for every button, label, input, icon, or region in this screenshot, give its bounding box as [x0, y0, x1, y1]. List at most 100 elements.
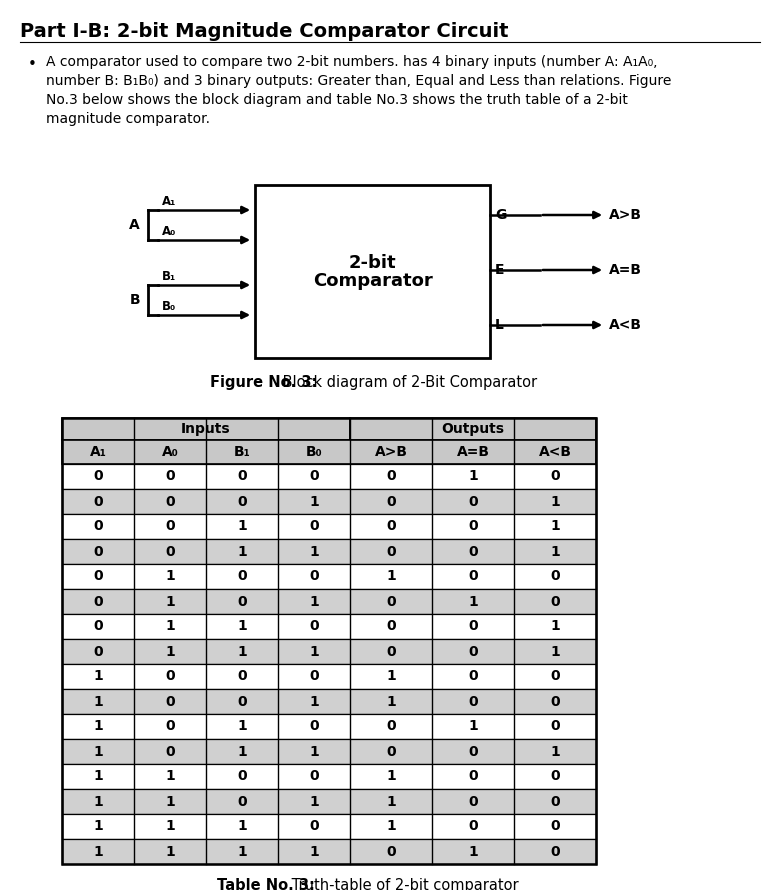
Text: 0: 0 — [237, 595, 246, 609]
Text: 1: 1 — [309, 595, 319, 609]
Text: 0: 0 — [468, 520, 478, 533]
Text: 0: 0 — [237, 694, 246, 708]
Bar — [350, 418, 596, 440]
Bar — [62, 714, 596, 739]
Text: 1: 1 — [165, 619, 175, 634]
Text: 0: 0 — [165, 669, 175, 684]
Text: 1: 1 — [550, 545, 560, 559]
Text: 0: 0 — [468, 820, 478, 834]
Bar — [62, 614, 596, 639]
Text: 1: 1 — [237, 545, 247, 559]
Bar — [62, 514, 596, 539]
Text: 0: 0 — [468, 545, 478, 559]
Text: 0: 0 — [165, 545, 175, 559]
Text: 1: 1 — [165, 820, 175, 834]
Text: 0: 0 — [386, 595, 395, 609]
Text: 0: 0 — [237, 570, 246, 584]
Text: 0: 0 — [237, 770, 246, 783]
Text: 1: 1 — [309, 745, 319, 758]
Text: 1: 1 — [93, 770, 103, 783]
Text: A₀: A₀ — [162, 225, 176, 238]
Text: 1: 1 — [309, 845, 319, 859]
Text: 0: 0 — [386, 745, 395, 758]
Text: 0: 0 — [550, 694, 560, 708]
Text: 0: 0 — [237, 795, 246, 808]
Text: A₁: A₁ — [162, 195, 176, 208]
Text: 0: 0 — [165, 470, 175, 483]
Bar — [62, 489, 596, 514]
Text: 1: 1 — [237, 520, 247, 533]
Text: 0: 0 — [386, 545, 395, 559]
Text: 0: 0 — [386, 619, 395, 634]
Text: B₀: B₀ — [162, 300, 176, 313]
Text: 1: 1 — [165, 770, 175, 783]
Text: 0: 0 — [386, 470, 395, 483]
Text: 0: 0 — [309, 719, 319, 733]
Text: 0: 0 — [93, 545, 103, 559]
Text: E: E — [495, 263, 505, 277]
Text: 1: 1 — [93, 820, 103, 834]
Text: 0: 0 — [309, 619, 319, 634]
Text: 1: 1 — [165, 644, 175, 659]
Text: 0: 0 — [93, 570, 103, 584]
Text: 0: 0 — [468, 495, 478, 508]
Text: 0: 0 — [309, 770, 319, 783]
Text: 0: 0 — [237, 669, 246, 684]
Bar — [62, 664, 596, 689]
Text: 1: 1 — [550, 644, 560, 659]
Text: 0: 0 — [468, 644, 478, 659]
Text: Table No. 3:: Table No. 3: — [217, 878, 315, 890]
Text: 1: 1 — [237, 719, 247, 733]
Text: 1: 1 — [237, 745, 247, 758]
Text: 0: 0 — [386, 520, 395, 533]
Text: 0: 0 — [309, 669, 319, 684]
Text: 1: 1 — [237, 845, 247, 859]
Bar — [62, 764, 596, 789]
Text: 0: 0 — [550, 770, 560, 783]
Text: A: A — [129, 218, 140, 232]
Text: 1: 1 — [165, 570, 175, 584]
Text: B₁: B₁ — [162, 270, 176, 283]
Text: A>B: A>B — [374, 445, 407, 459]
Text: 0: 0 — [309, 820, 319, 834]
Text: B: B — [129, 293, 140, 307]
Text: 0: 0 — [550, 570, 560, 584]
Text: A<B: A<B — [609, 318, 642, 332]
Text: Outputs: Outputs — [441, 422, 505, 436]
Text: G: G — [495, 208, 506, 222]
Text: 0: 0 — [309, 570, 319, 584]
Text: 1: 1 — [165, 845, 175, 859]
Text: A=B: A=B — [456, 445, 490, 459]
Text: 1: 1 — [550, 745, 560, 758]
Text: 1: 1 — [468, 845, 478, 859]
Text: 0: 0 — [468, 669, 478, 684]
Text: L: L — [495, 318, 504, 332]
Text: No.3 below shows the block diagram and table No.3 shows the truth table of a 2-b: No.3 below shows the block diagram and t… — [46, 93, 628, 107]
Text: 0: 0 — [165, 719, 175, 733]
Bar — [62, 440, 596, 464]
Text: 1: 1 — [550, 619, 560, 634]
Text: 1: 1 — [237, 619, 247, 634]
Text: 0: 0 — [550, 595, 560, 609]
Bar — [62, 464, 596, 489]
Text: 0: 0 — [550, 820, 560, 834]
Bar — [62, 589, 596, 614]
Bar — [62, 789, 596, 814]
Text: A<B: A<B — [538, 445, 572, 459]
Text: Comparator: Comparator — [313, 272, 432, 290]
Text: 0: 0 — [237, 495, 246, 508]
Text: 1: 1 — [386, 770, 396, 783]
Text: 0: 0 — [550, 470, 560, 483]
Text: 1: 1 — [386, 694, 396, 708]
Bar — [62, 418, 596, 864]
Text: 0: 0 — [165, 694, 175, 708]
Text: 0: 0 — [468, 619, 478, 634]
Text: 1: 1 — [93, 669, 103, 684]
Text: A₀: A₀ — [161, 445, 179, 459]
Text: 0: 0 — [468, 795, 478, 808]
Text: 1: 1 — [165, 595, 175, 609]
Text: 0: 0 — [93, 619, 103, 634]
Text: 1: 1 — [309, 795, 319, 808]
Text: 1: 1 — [468, 595, 478, 609]
Text: Figure No. 3:: Figure No. 3: — [210, 375, 317, 390]
